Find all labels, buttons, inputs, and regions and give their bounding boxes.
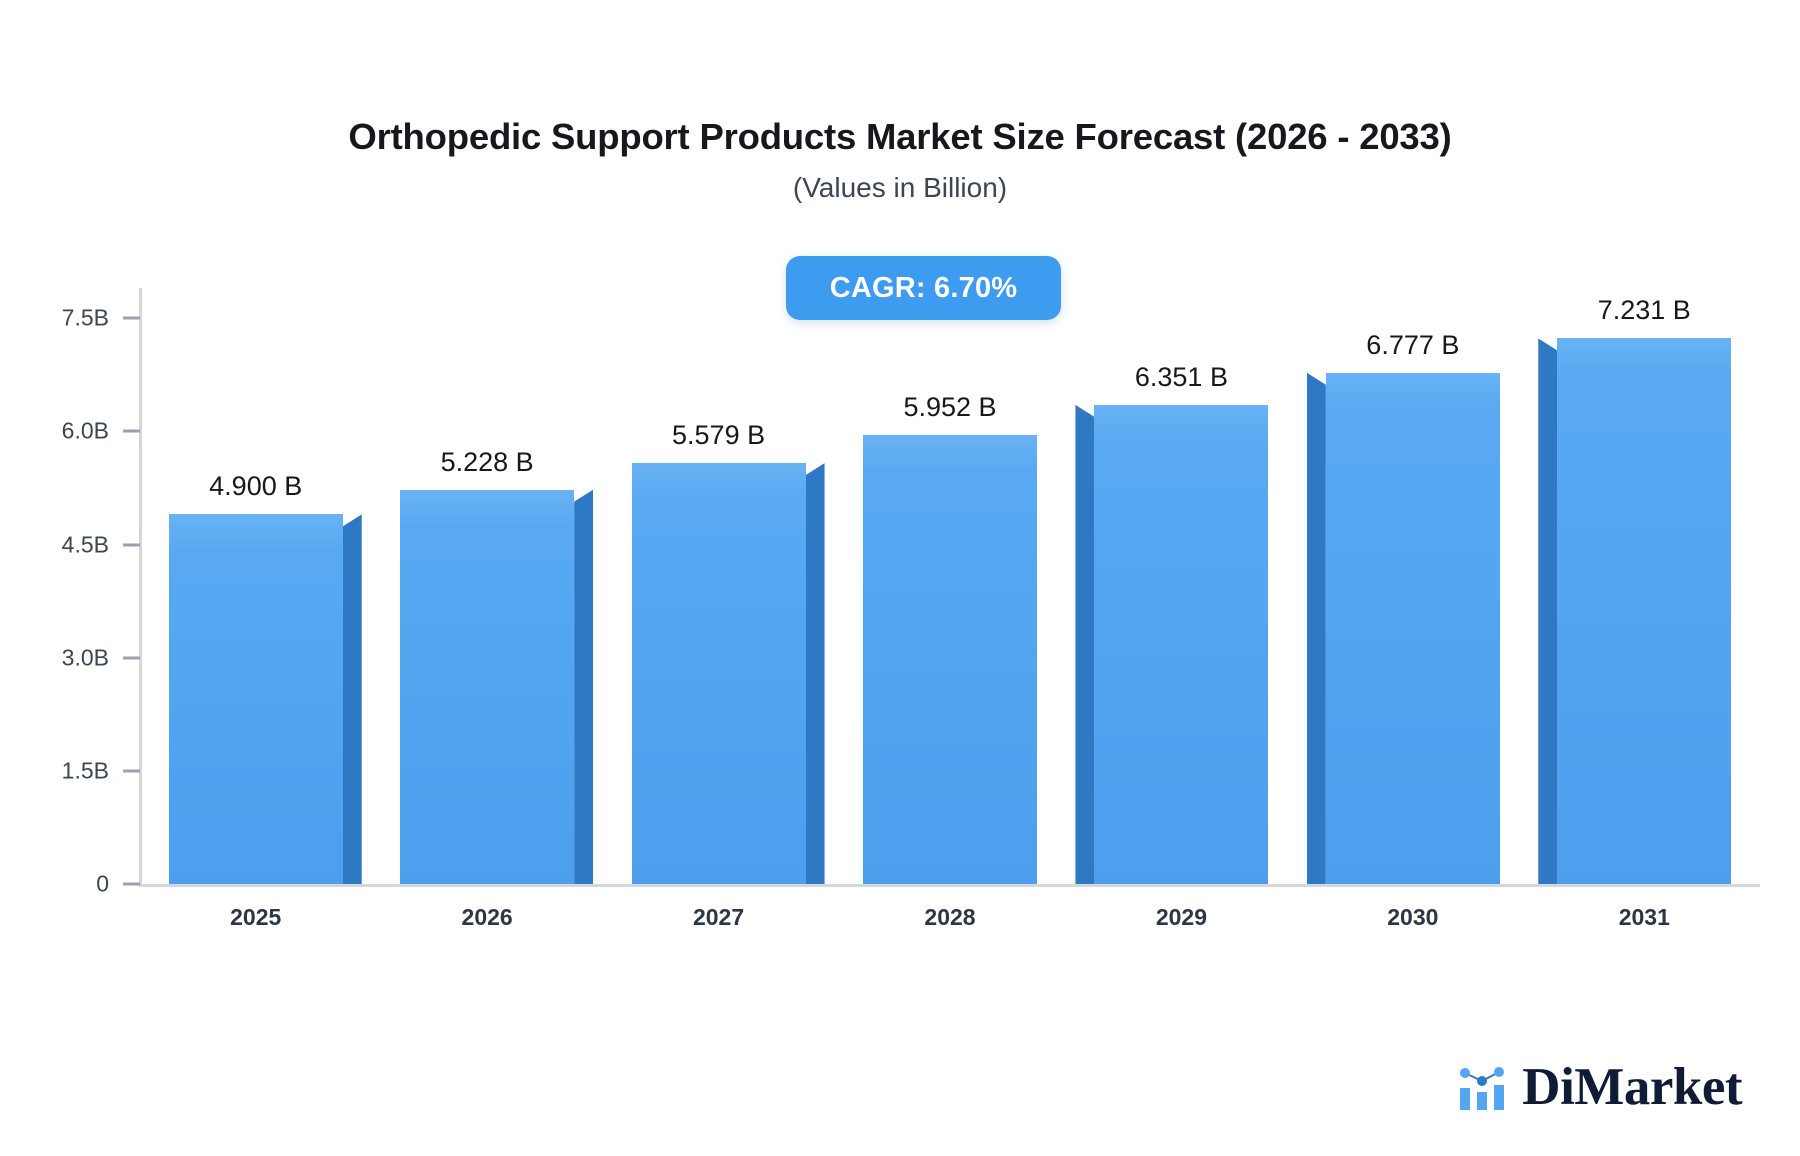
bar-side-face: [574, 489, 594, 884]
y-tick: 7.5B: [62, 305, 140, 332]
bar-top-face: [400, 489, 575, 524]
bar-side-face: [805, 463, 825, 884]
bar-top-face: [631, 463, 806, 498]
bar-top-face: [863, 434, 1037, 469]
bar[interactable]: 5.952 B: [863, 392, 1037, 884]
bar-column[interactable]: 5.952 B: [863, 288, 1037, 884]
bar-top-face: [1325, 372, 1500, 407]
bar-column[interactable]: 7.231 B: [1538, 288, 1732, 884]
y-tick-mark: [123, 656, 140, 660]
y-tick-mark: [123, 316, 140, 320]
bar[interactable]: 5.579 B: [631, 420, 825, 884]
y-tick-label: 3.0B: [61, 644, 109, 671]
y-tick-mark: [123, 769, 140, 773]
bar-front-face: [631, 463, 806, 884]
y-tick-label: 6.0B: [61, 417, 109, 444]
x-tick-label: 2029: [1155, 904, 1208, 930]
cagr-badge: CAGR: 6.70%: [786, 256, 1061, 320]
bar-top-face: [1094, 404, 1269, 439]
bar-front-face: [863, 434, 1037, 884]
bar-column[interactable]: 5.579 B: [631, 288, 825, 884]
bar-side-face: [342, 514, 362, 884]
bar[interactable]: 7.231 B: [1538, 295, 1732, 884]
y-tick: 0: [96, 871, 140, 898]
bar-value-label: 6.777 B: [1366, 329, 1460, 360]
x-axis-line: [139, 884, 1760, 887]
bar-side-face: [1075, 404, 1095, 884]
bar-front-face: [1325, 372, 1500, 884]
bar-side-face: [1538, 338, 1558, 884]
bar-side-face: [1306, 372, 1326, 884]
y-tick-label: 7.5B: [61, 304, 109, 331]
y-tick-label: 4.5B: [61, 531, 109, 557]
bar-value-label: 7.231 B: [1597, 295, 1691, 326]
bar-series: 4.900 B 5.228 B 5.579 B 5.952 B 6.351 B 6.777…: [140, 288, 1760, 884]
bar-value-label: 6.351 B: [1134, 361, 1228, 392]
y-tick-label: 1.5B: [61, 757, 109, 784]
x-tick-label: 2027: [692, 904, 745, 930]
bar-chart-dots-icon: [1460, 1066, 1505, 1110]
y-tick-mark: [123, 882, 140, 886]
bar-top-face: [168, 514, 343, 549]
cagr-badge-label: CAGR: 6.70%: [829, 271, 1018, 304]
x-tick-label: 2030: [1387, 904, 1439, 930]
y-tick: 3.0B: [62, 644, 140, 671]
bar[interactable]: 4.900 B: [168, 471, 362, 884]
x-tick-label: 2028: [924, 904, 976, 930]
page-title: Orthopedic Support Products Market Size …: [348, 116, 1452, 157]
logo-text: DiMarket: [1522, 1058, 1742, 1116]
y-tick: 4.5B: [62, 531, 140, 558]
dimarket-logo: DiMarket: [1456, 1061, 1742, 1114]
x-tick-label: 2031: [1618, 904, 1670, 930]
y-tick-mark: [123, 543, 140, 546]
bar-value-label: 4.900 B: [209, 471, 303, 502]
y-axis-line: [139, 288, 142, 884]
x-tick-label: 2026: [461, 904, 513, 930]
y-tick: 6.0B: [62, 418, 140, 445]
page-subtitle: (Values in Billion): [792, 172, 1008, 203]
bar-column[interactable]: 4.900 B: [168, 288, 362, 884]
bar-front-face: [400, 489, 575, 884]
bar-column[interactable]: 6.351 B: [1075, 288, 1269, 884]
bar-value-label: 5.952 B: [903, 391, 997, 422]
bar-top-face: [1557, 338, 1732, 373]
bar-front-face: [1557, 338, 1732, 884]
bar-front-face: [168, 514, 343, 884]
bar[interactable]: 6.777 B: [1306, 330, 1500, 884]
bar-column[interactable]: 6.777 B: [1306, 288, 1500, 884]
bar-front-face: [1094, 404, 1269, 884]
plot-area: 7.5B 6.0B 4.5B 3.0B 1.5B 0 4.900 B 5.228 B 5.57…: [62, 288, 1760, 897]
x-axis-labels: 2025 2026 2027 2028 2029 2030 2031: [140, 904, 1760, 944]
bar-value-label: 5.228 B: [440, 446, 534, 477]
bar-value-label: 5.579 B: [672, 420, 766, 451]
x-tick-label: 2025: [230, 904, 282, 930]
bar-column[interactable]: 5.228 B: [400, 288, 594, 884]
y-tick-mark: [123, 429, 140, 433]
y-tick: 1.5B: [62, 757, 140, 784]
bar[interactable]: 5.228 B: [400, 447, 594, 884]
y-tick-label: 0: [96, 870, 109, 897]
bar[interactable]: 6.351 B: [1075, 362, 1269, 884]
